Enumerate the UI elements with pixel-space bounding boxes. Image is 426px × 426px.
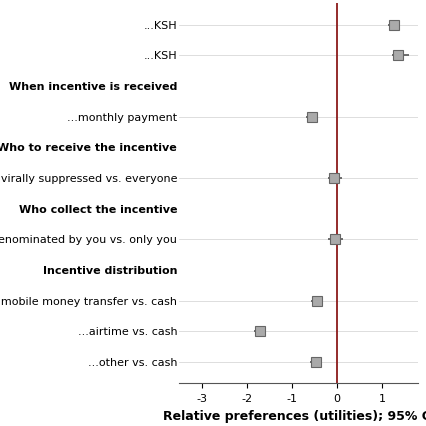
Text: ...virally suppressed vs. everyone: ...virally suppressed vs. everyone <box>0 173 177 184</box>
X-axis label: Relative preferences (utilities); 95% CI: Relative preferences (utilities); 95% CI <box>162 409 426 422</box>
Text: ...other vs. cash: ...other vs. cash <box>87 357 177 367</box>
Text: ...mobile money transfer vs. cash: ...mobile money transfer vs. cash <box>0 296 177 306</box>
Text: Incentive distribution: Incentive distribution <box>43 265 177 275</box>
Text: ...KSH: ...KSH <box>143 51 177 61</box>
Text: ...airtime vs. cash: ...airtime vs. cash <box>78 326 177 337</box>
Text: When incentive is received: When incentive is received <box>9 82 177 92</box>
Text: ...monthly payment: ...monthly payment <box>67 112 177 122</box>
Text: ...KSH: ...KSH <box>143 21 177 31</box>
Text: Who collect the incentive: Who collect the incentive <box>19 204 177 214</box>
Text: ...denominated by you vs. only you: ...denominated by you vs. only you <box>0 235 177 245</box>
Text: Who to receive the incentive: Who to receive the incentive <box>0 143 177 153</box>
